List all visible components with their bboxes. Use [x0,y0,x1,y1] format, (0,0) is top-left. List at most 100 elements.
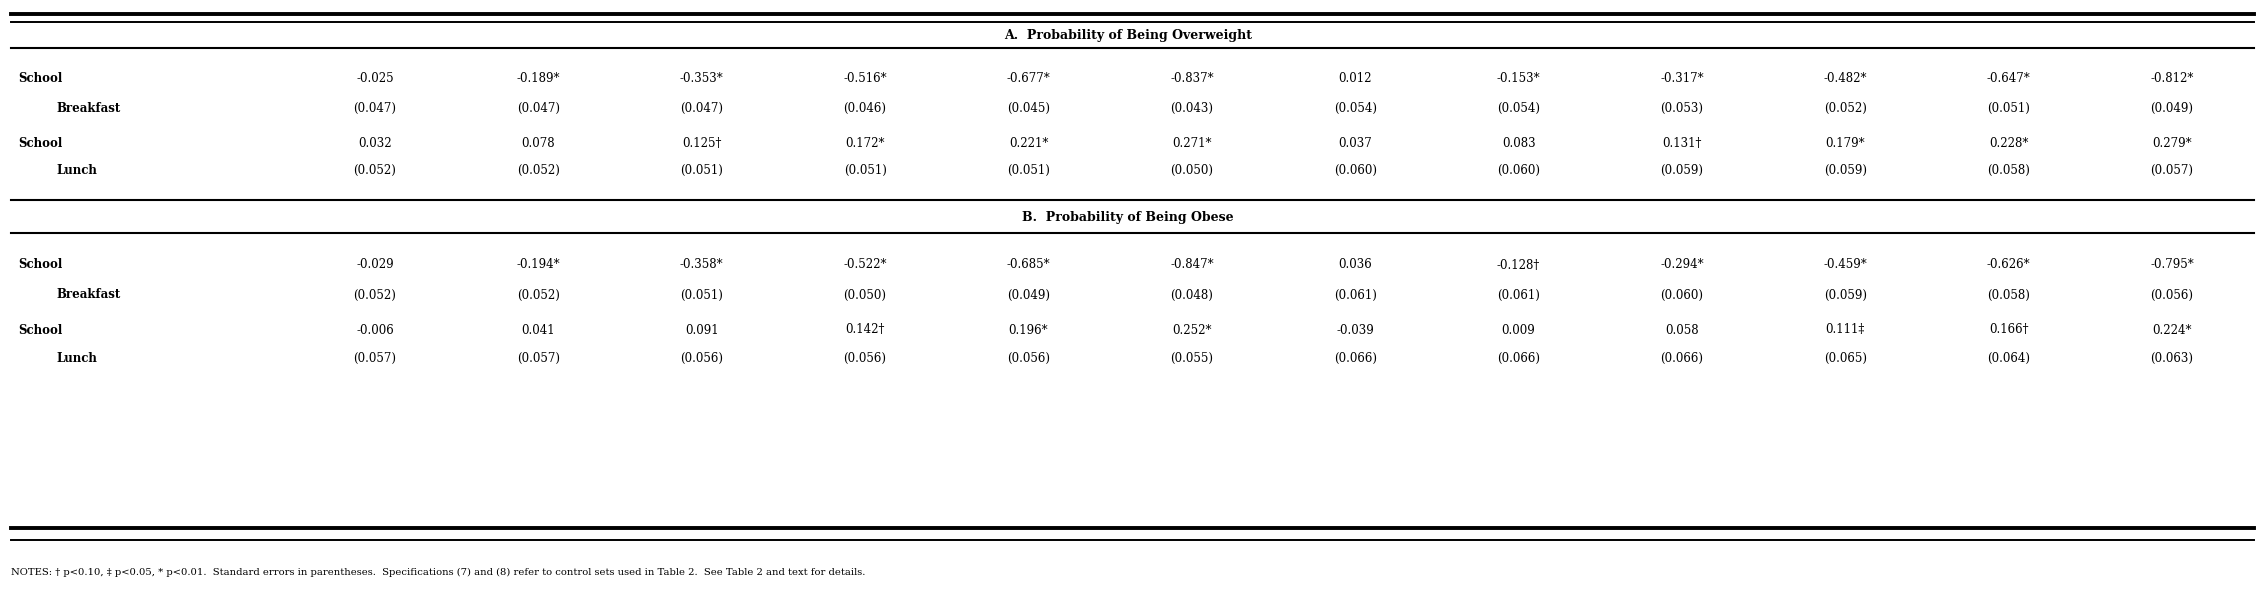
Text: -0.677*: -0.677* [1006,71,1051,84]
Text: -0.847*: -0.847* [1171,258,1214,271]
Text: -0.153*: -0.153* [1496,71,1541,84]
Text: -0.482*: -0.482* [1823,71,1868,84]
Text: -0.317*: -0.317* [1660,71,1703,84]
Text: -0.294*: -0.294* [1660,258,1703,271]
Text: (0.056): (0.056) [1006,352,1049,365]
Text: 0.125†: 0.125† [681,136,722,149]
Text: -0.459*: -0.459* [1823,258,1868,271]
Text: A.  Probability of Being Overweight: A. Probability of Being Overweight [1004,28,1252,41]
Text: 0.228*: 0.228* [1990,136,2028,149]
Text: 0.224*: 0.224* [2152,323,2193,336]
Text: (0.052): (0.052) [354,163,397,176]
Text: (0.059): (0.059) [1823,289,1866,301]
Text: (0.051): (0.051) [681,289,724,301]
Text: 0.041: 0.041 [521,323,555,336]
Text: (0.050): (0.050) [1171,163,1214,176]
Text: (0.063): (0.063) [2150,352,2193,365]
Text: 0.083: 0.083 [1502,136,1536,149]
Text: (0.055): (0.055) [1171,352,1214,365]
Text: (0.056): (0.056) [681,352,724,365]
Text: (0.052): (0.052) [517,163,559,176]
Text: (0.056): (0.056) [844,352,887,365]
Text: 0.032: 0.032 [359,136,393,149]
Text: (0.057): (0.057) [517,352,559,365]
Text: -0.626*: -0.626* [1988,258,2030,271]
Text: (0.058): (0.058) [1988,289,2030,301]
Text: 0.037: 0.037 [1338,136,1372,149]
Text: (0.047): (0.047) [517,101,559,114]
Text: 0.221*: 0.221* [1008,136,1049,149]
Text: (0.054): (0.054) [1498,101,1541,114]
Text: Lunch: Lunch [56,352,97,365]
Text: -0.837*: -0.837* [1171,71,1214,84]
Text: 0.058: 0.058 [1665,323,1699,336]
Text: 0.252*: 0.252* [1173,323,1211,336]
Text: (0.057): (0.057) [354,352,397,365]
Text: (0.052): (0.052) [354,289,397,301]
Text: 0.179*: 0.179* [1825,136,1866,149]
Text: (0.047): (0.047) [681,101,724,114]
Text: (0.049): (0.049) [1006,289,1049,301]
Text: -0.522*: -0.522* [844,258,887,271]
Text: B.  Probability of Being Obese: B. Probability of Being Obese [1022,211,1234,225]
Text: (0.051): (0.051) [844,163,887,176]
Text: (0.058): (0.058) [1988,163,2030,176]
Text: (0.052): (0.052) [1823,101,1866,114]
Text: School: School [18,258,63,271]
Text: -0.039: -0.039 [1336,323,1374,336]
Text: 0.196*: 0.196* [1008,323,1049,336]
Text: -0.353*: -0.353* [679,71,724,84]
Text: 0.009: 0.009 [1502,323,1536,336]
Text: 0.091: 0.091 [686,323,717,336]
Text: -0.516*: -0.516* [844,71,887,84]
Text: (0.059): (0.059) [1660,163,1703,176]
Text: -0.795*: -0.795* [2150,258,2193,271]
Text: 0.166†: 0.166† [1990,323,2028,336]
Text: (0.057): (0.057) [2150,163,2193,176]
Text: (0.065): (0.065) [1823,352,1866,365]
Text: (0.066): (0.066) [1498,352,1541,365]
Text: (0.048): (0.048) [1171,289,1214,301]
Text: School: School [18,136,63,149]
Text: -0.812*: -0.812* [2150,71,2193,84]
Text: -0.647*: -0.647* [1988,71,2030,84]
Text: (0.060): (0.060) [1660,289,1703,301]
Text: Breakfast: Breakfast [56,289,120,301]
Text: (0.050): (0.050) [844,289,887,301]
Text: (0.066): (0.066) [1333,352,1376,365]
Text: (0.061): (0.061) [1333,289,1376,301]
Text: 0.172*: 0.172* [846,136,884,149]
Text: (0.046): (0.046) [844,101,887,114]
Text: (0.061): (0.061) [1498,289,1541,301]
Text: (0.059): (0.059) [1823,163,1866,176]
Text: 0.271*: 0.271* [1173,136,1211,149]
Text: 0.111‡: 0.111‡ [1825,323,1866,336]
Text: -0.128†: -0.128† [1498,258,1541,271]
Text: -0.006: -0.006 [356,323,395,336]
Text: -0.194*: -0.194* [517,258,559,271]
Text: (0.064): (0.064) [1988,352,2030,365]
Text: (0.056): (0.056) [2150,289,2193,301]
Text: -0.025: -0.025 [356,71,395,84]
Text: (0.051): (0.051) [681,163,724,176]
Text: Lunch: Lunch [56,163,97,176]
Text: -0.029: -0.029 [356,258,395,271]
Text: 0.279*: 0.279* [2152,136,2193,149]
Text: 0.131†: 0.131† [1663,136,1701,149]
Text: 0.142†: 0.142† [846,323,884,336]
Text: (0.045): (0.045) [1006,101,1049,114]
Text: (0.047): (0.047) [354,101,397,114]
Text: (0.043): (0.043) [1171,101,1214,114]
Text: (0.066): (0.066) [1660,352,1703,365]
Text: -0.189*: -0.189* [517,71,559,84]
Text: (0.049): (0.049) [2150,101,2193,114]
Text: 0.036: 0.036 [1338,258,1372,271]
Text: NOTES: † p<0.10, ‡ p<0.05, * p<0.01.  Standard errors in parentheses.  Specifica: NOTES: † p<0.10, ‡ p<0.05, * p<0.01. Sta… [11,568,866,576]
Text: 0.078: 0.078 [521,136,555,149]
Text: Breakfast: Breakfast [56,101,120,114]
Text: 0.012: 0.012 [1338,71,1372,84]
Text: (0.051): (0.051) [1988,101,2030,114]
Text: (0.054): (0.054) [1333,101,1376,114]
Text: (0.052): (0.052) [517,289,559,301]
Text: (0.051): (0.051) [1006,163,1049,176]
